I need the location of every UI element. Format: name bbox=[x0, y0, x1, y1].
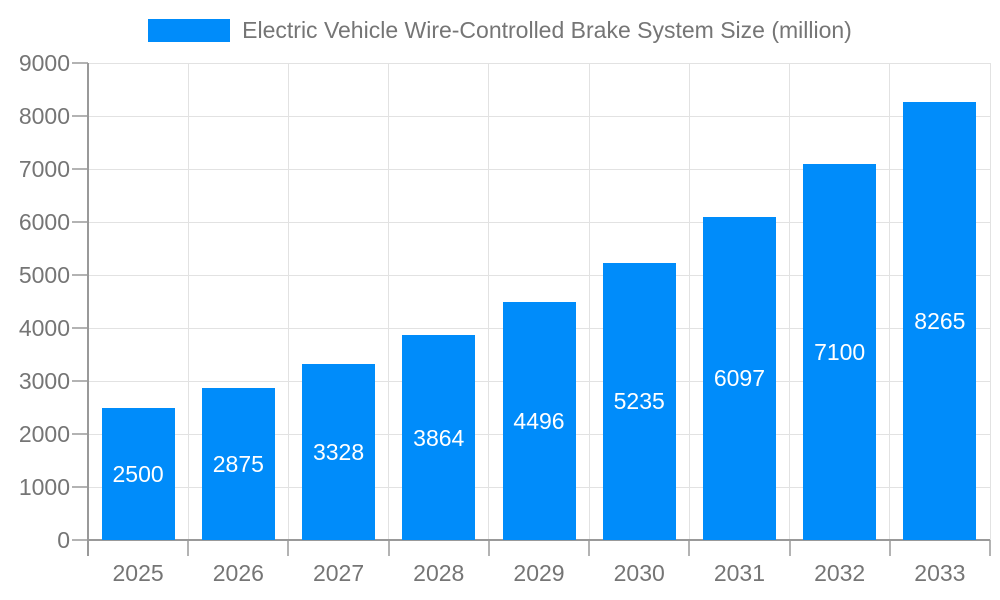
bar[interactable] bbox=[602, 262, 676, 540]
bar-value-label: 2875 bbox=[212, 450, 264, 477]
x-tick-label: 2030 bbox=[613, 560, 665, 586]
y-tick-label: 3000 bbox=[18, 368, 70, 394]
bar-value-label: 2500 bbox=[112, 460, 164, 487]
y-axis-tick bbox=[72, 433, 88, 435]
legend-label: Electric Vehicle Wire-Controlled Brake S… bbox=[242, 17, 852, 43]
gridline-y bbox=[88, 62, 990, 64]
bar[interactable] bbox=[803, 163, 877, 540]
gridline-y bbox=[88, 168, 990, 170]
y-axis-tick bbox=[72, 274, 88, 276]
gridline-x bbox=[588, 63, 590, 540]
gridline-x bbox=[187, 63, 189, 540]
x-tick-label: 2033 bbox=[914, 560, 966, 586]
bar[interactable] bbox=[903, 101, 977, 540]
x-tick-label: 2031 bbox=[713, 560, 766, 586]
bar-value-label: 3864 bbox=[413, 424, 465, 451]
gridline-x bbox=[989, 63, 991, 540]
x-tick-label: 2026 bbox=[212, 560, 264, 586]
x-tick-label: 2028 bbox=[413, 560, 465, 586]
y-axis-tick bbox=[72, 115, 88, 117]
x-axis-tick bbox=[788, 540, 791, 556]
x-tick-label: 2027 bbox=[312, 560, 365, 586]
x-axis-line bbox=[88, 539, 990, 541]
y-tick-label: 6000 bbox=[18, 209, 70, 235]
gridline-x bbox=[287, 63, 289, 540]
x-axis-tick bbox=[187, 540, 190, 556]
bar-value-label: 4496 bbox=[513, 407, 565, 434]
y-axis-tick bbox=[72, 539, 88, 541]
gridline-y bbox=[88, 274, 990, 276]
bar[interactable] bbox=[101, 407, 175, 540]
y-axis-tick bbox=[72, 327, 88, 329]
bar-value-label: 5235 bbox=[613, 388, 665, 415]
x-axis-tick bbox=[387, 540, 390, 556]
x-axis-tick bbox=[487, 540, 490, 556]
y-tick-label: 4000 bbox=[18, 315, 70, 341]
gridline-x bbox=[789, 63, 791, 540]
gridline-x bbox=[388, 63, 390, 540]
gridline-x bbox=[889, 63, 891, 540]
bar[interactable] bbox=[201, 387, 275, 540]
bar[interactable] bbox=[302, 363, 376, 540]
gridline-y bbox=[88, 221, 990, 223]
y-axis-tick bbox=[72, 486, 88, 488]
bar-value-label: 6097 bbox=[713, 365, 766, 392]
y-tick-label: 9000 bbox=[18, 50, 70, 76]
bar[interactable] bbox=[402, 335, 476, 540]
bar-value-label: 3328 bbox=[312, 438, 365, 465]
x-tick-label: 2032 bbox=[814, 560, 866, 586]
legend-item[interactable]: Electric Vehicle Wire-Controlled Brake S… bbox=[148, 16, 852, 44]
x-axis-tick bbox=[588, 540, 591, 556]
y-axis-line bbox=[87, 63, 89, 556]
legend-swatch bbox=[148, 18, 231, 42]
y-axis-tick bbox=[72, 380, 88, 382]
gridline-x bbox=[488, 63, 490, 540]
y-tick-label: 1000 bbox=[18, 474, 70, 500]
bar-value-label: 8265 bbox=[914, 307, 966, 334]
gridline-x bbox=[688, 63, 690, 540]
gridline-y bbox=[88, 115, 990, 117]
bar[interactable] bbox=[702, 216, 776, 540]
bar[interactable] bbox=[502, 301, 576, 540]
legend: Electric Vehicle Wire-Controlled Brake S… bbox=[0, 16, 1000, 44]
y-axis-tick bbox=[72, 221, 88, 223]
y-tick-label: 8000 bbox=[18, 103, 70, 129]
x-tick-label: 2029 bbox=[513, 560, 565, 586]
y-tick-label: 7000 bbox=[18, 156, 70, 182]
x-axis-tick bbox=[989, 540, 991, 556]
x-axis-tick bbox=[888, 540, 891, 556]
y-tick-label: 0 bbox=[57, 527, 70, 553]
x-axis-tick bbox=[688, 540, 691, 556]
y-axis-tick bbox=[72, 168, 88, 170]
y-tick-label: 2000 bbox=[18, 421, 70, 447]
x-axis-tick bbox=[287, 540, 290, 556]
y-axis-tick bbox=[72, 62, 88, 64]
x-tick-label: 2025 bbox=[112, 560, 164, 586]
bar-value-label: 7100 bbox=[814, 338, 866, 365]
y-tick-label: 5000 bbox=[18, 262, 70, 288]
